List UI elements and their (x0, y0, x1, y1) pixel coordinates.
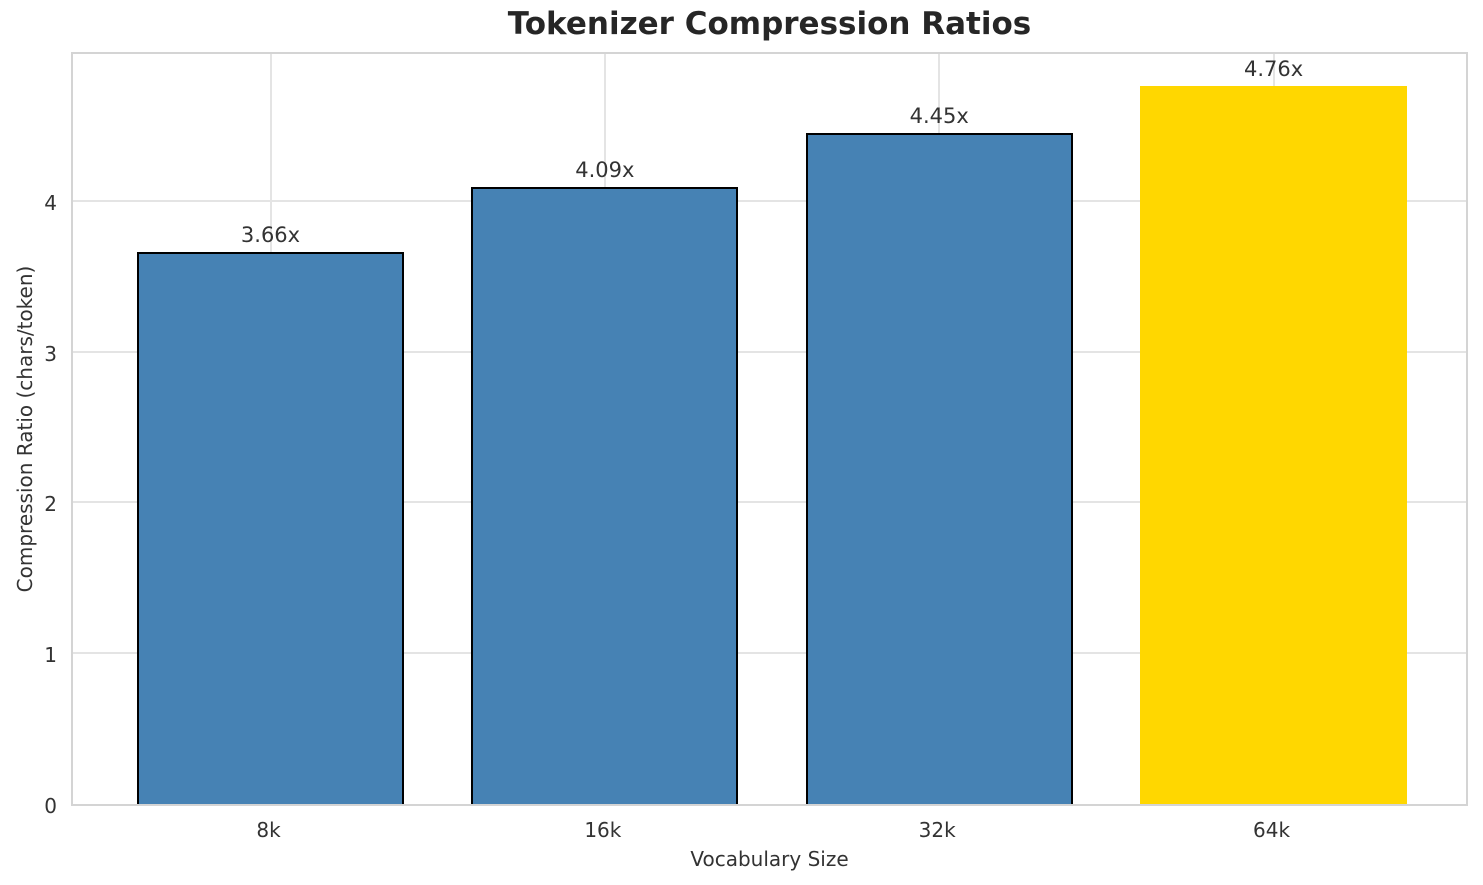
x-tick-label: 8k (256, 818, 281, 842)
gridline-horizontal (73, 350, 1466, 353)
plot-area: 3.66x 4.09x 4.45x 4.76x (71, 52, 1468, 806)
bar-32k (805, 132, 1073, 804)
bar-value-label: 3.66x (240, 223, 301, 248)
y-tick-label: 1 (44, 643, 57, 668)
bar-value-label: 4.76x (1243, 57, 1304, 82)
y-axis-label: Compression Ratio (chars/token) (13, 265, 37, 593)
x-tick-label: 64k (1253, 818, 1291, 842)
bar-16k (471, 187, 739, 804)
bar-value-label: 4.09x (575, 158, 635, 183)
gridline-horizontal (73, 199, 1466, 202)
bar-8k (137, 252, 404, 804)
y-tick-label: 2 (44, 492, 57, 517)
x-tick-label: 32k (918, 818, 956, 842)
y-tick-label: 0 (44, 794, 57, 818)
chart-title: Tokenizer Compression Ratios (507, 6, 1032, 42)
gridline-horizontal (73, 501, 1466, 504)
bar-value-label: 4.45x (909, 103, 969, 128)
x-axis-label: Vocabulary Size (690, 847, 849, 871)
y-tick-label: 4 (44, 190, 57, 215)
bar-64k (1140, 86, 1408, 804)
x-tick-label: 16k (584, 818, 622, 842)
y-tick-label: 3 (44, 341, 57, 366)
gridline-horizontal (73, 652, 1466, 655)
